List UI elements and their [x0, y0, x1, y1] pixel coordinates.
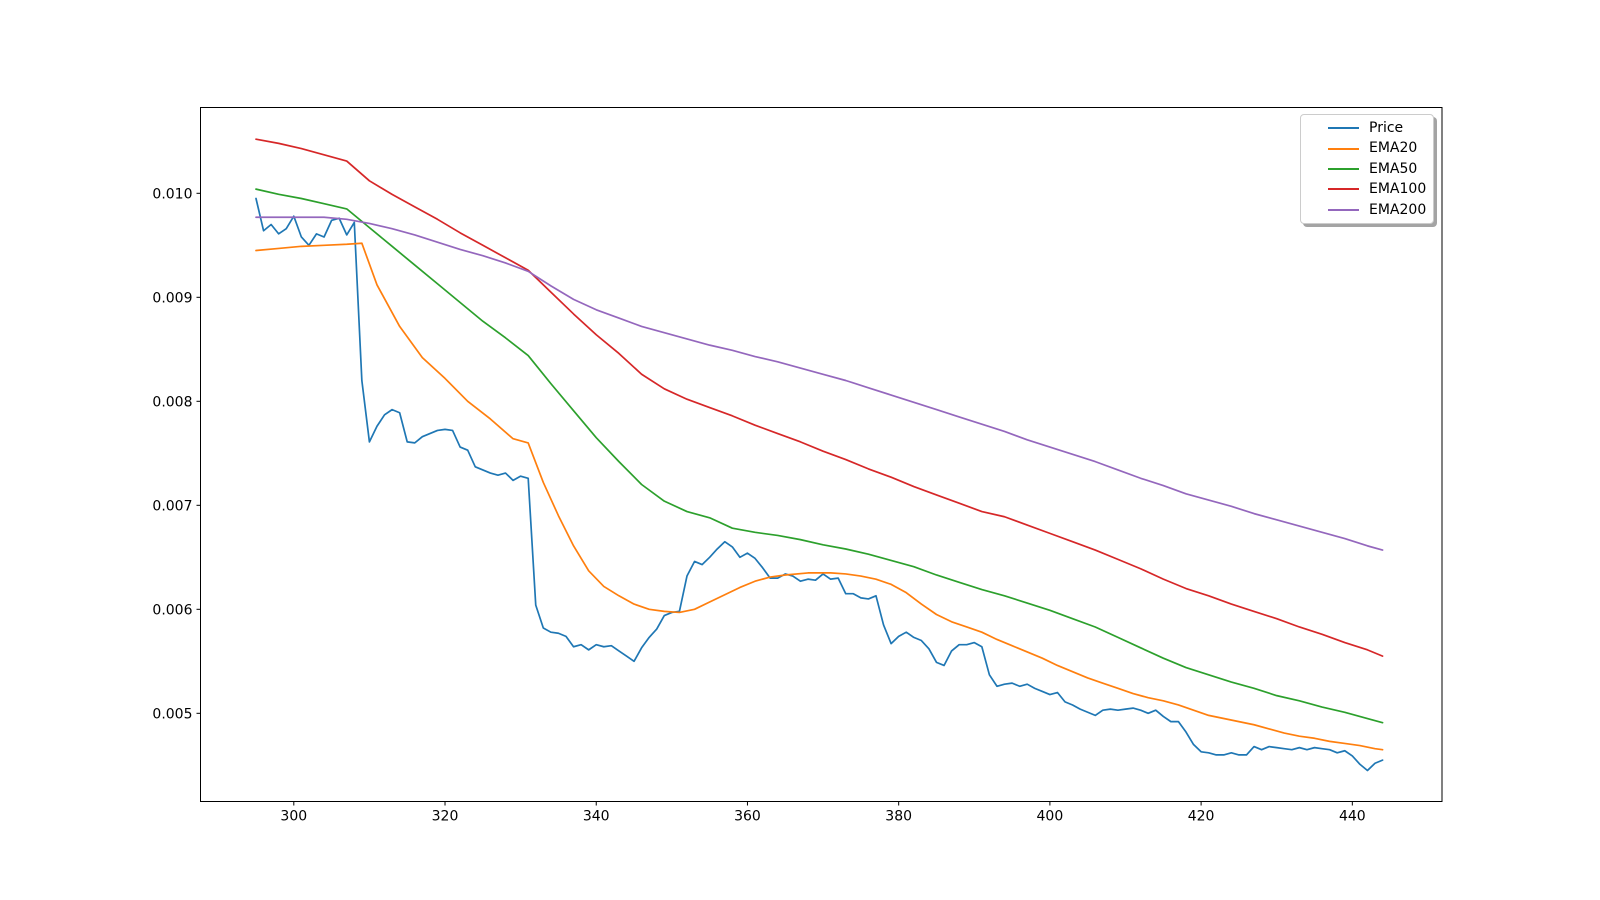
plot-frame: [200, 107, 1443, 802]
legend-line-sample: [1328, 188, 1359, 191]
x-tick-label: 360: [734, 809, 761, 825]
legend-label: EMA200: [1369, 201, 1427, 218]
x-tick-label: 300: [280, 809, 307, 825]
legend-line-sample: [1328, 147, 1359, 150]
legend-label: EMA50: [1369, 160, 1418, 177]
x-tick-label: 380: [885, 809, 912, 825]
legend-item-ema100: EMA100: [1328, 179, 1427, 199]
legend-item-ema50: EMA50: [1328, 159, 1425, 179]
legend-label: Price: [1369, 120, 1404, 136]
legend-label: EMA100: [1369, 181, 1427, 198]
legend-item-ema20: EMA20: [1328, 138, 1425, 158]
x-tick-label: 400: [1037, 809, 1064, 825]
series-line-price: [255, 197, 1384, 772]
legend-line-sample: [1328, 208, 1359, 211]
series-line-ema20: [255, 242, 1384, 751]
x-tick-label: 440: [1339, 809, 1366, 825]
legend: Price EMA20 EMA50 EMA100 EMA200: [1300, 114, 1434, 224]
x-tick-label: 420: [1188, 809, 1215, 825]
y-tick-label: 0.008: [152, 394, 192, 410]
series-line-ema200: [255, 216, 1384, 551]
y-tick-label: 0.006: [152, 602, 192, 618]
y-tick-label: 0.010: [152, 186, 192, 202]
series-line-ema100: [255, 138, 1384, 657]
y-tick-label: 0.009: [152, 290, 192, 306]
y-tick-label: 0.005: [152, 706, 192, 722]
x-tick-label: 340: [583, 809, 610, 825]
legend-item-price: Price: [1328, 118, 1425, 138]
y-tick-label: 0.007: [152, 498, 192, 514]
x-tick-label: 320: [432, 809, 459, 825]
legend-label: EMA20: [1369, 140, 1418, 157]
series-line-ema50: [255, 188, 1384, 724]
legend-line-sample: [1328, 167, 1359, 170]
legend-item-ema200: EMA200: [1328, 200, 1427, 220]
legend-line-sample: [1328, 127, 1359, 130]
